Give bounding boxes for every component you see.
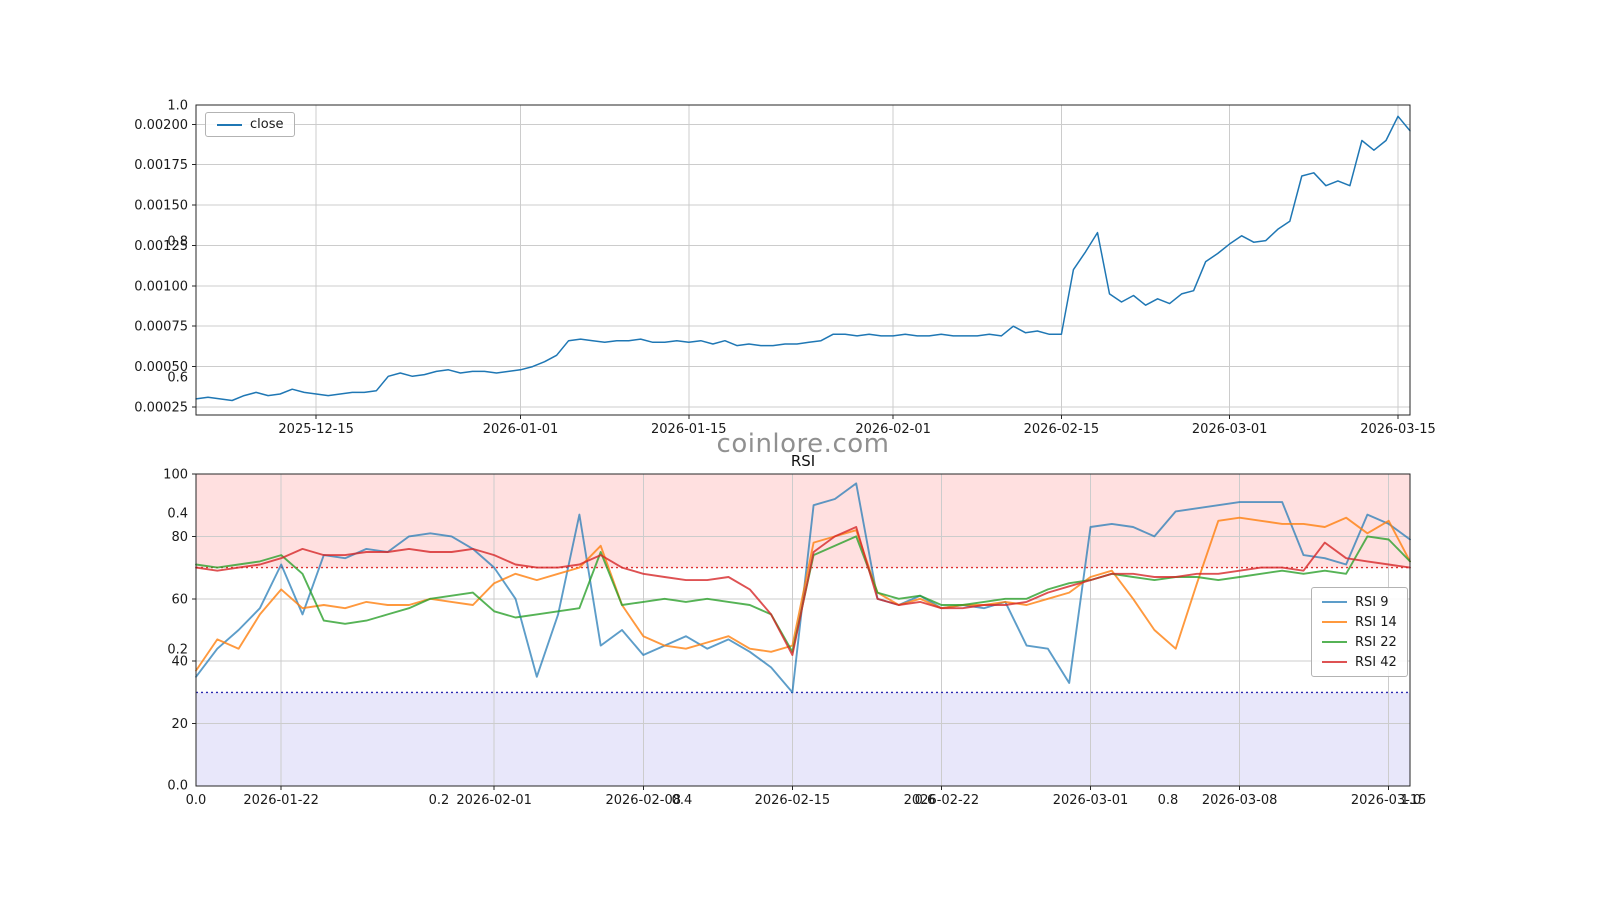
- ghost-ytick-label: 1.0: [167, 99, 188, 114]
- rsi-22-line-sample: [1322, 641, 1347, 643]
- xtick-label: 2026-03-15: [1351, 793, 1427, 808]
- xtick-label: 2026-03-15: [1360, 422, 1436, 437]
- ghost-ytick-label: 0.0: [167, 779, 188, 794]
- rsi-legend: RSI 9 RSI 14 RSI 22 RSI 42: [1311, 587, 1408, 677]
- ghost-ytick-label: 0.8: [167, 235, 188, 250]
- rsi-14-line-sample: [1322, 621, 1347, 623]
- xtick-label: 2026-02-01: [855, 422, 931, 437]
- xtick-label: 2026-03-08: [1202, 793, 1278, 808]
- rsi-legend-label: RSI 42: [1355, 654, 1397, 670]
- xtick-label: 2026-01-01: [483, 422, 559, 437]
- ghost-ytick-label: 0.2: [167, 643, 188, 658]
- rsi-legend-item: RSI 42: [1322, 654, 1397, 670]
- ghost-ytick-label: 0.4: [167, 507, 188, 522]
- xtick-label: 2026-02-15: [1024, 422, 1100, 437]
- xtick-label: 2025-12-15: [278, 422, 354, 437]
- rsi-legend-label: RSI 22: [1355, 634, 1397, 650]
- ghost-ytick-label: 0.6: [167, 371, 188, 386]
- rsi-chart-title: RSI: [790, 452, 816, 470]
- rsi-legend-label: RSI 9: [1355, 594, 1389, 610]
- rsi-legend-item: RSI 22: [1322, 634, 1397, 650]
- ytick-label: 40: [171, 655, 188, 670]
- xtick-label: 2026-01-15: [651, 422, 727, 437]
- ytick-label: 0.00025: [134, 400, 188, 415]
- ytick-label: 0.00175: [134, 158, 188, 173]
- xtick-label: 2026-03-01: [1192, 422, 1268, 437]
- line-close: [195, 115, 1411, 402]
- oversold-zone: [196, 692, 1410, 786]
- ytick-label: 0.00075: [134, 320, 188, 335]
- line-rsi-14: [195, 516, 1411, 672]
- ytick-label: 100: [163, 468, 188, 483]
- ytick-label: 0.00200: [134, 118, 188, 133]
- rsi-9-line-sample: [1322, 601, 1347, 603]
- ghost-xtick-label: 0.8: [1158, 793, 1179, 808]
- ghost-xtick-label: 0.0: [186, 793, 207, 808]
- ytick-label: 0.00050: [134, 360, 188, 375]
- xtick-label: 2026-02-08: [605, 793, 681, 808]
- watermark: coinlore.com: [716, 429, 890, 459]
- ghost-xtick-label: 0.6: [915, 793, 936, 808]
- ytick-label: 0.00100: [134, 279, 188, 294]
- ghost-xtick-label: 0.4: [672, 793, 693, 808]
- ghost-xtick-label: 1.0: [1401, 793, 1422, 808]
- ytick-label: 0.00125: [134, 239, 188, 254]
- xtick-label: 2026-01-22: [243, 793, 319, 808]
- rsi-legend-item: RSI 14: [1322, 614, 1397, 630]
- xtick-label: 2026-03-01: [1053, 793, 1129, 808]
- price-legend-label: close: [250, 117, 284, 132]
- price-legend: close: [205, 112, 296, 137]
- ytick-label: 60: [171, 592, 188, 607]
- overbought-zone: [196, 474, 1410, 568]
- axes-spines: [195, 473, 1411, 787]
- xtick-label: 2026-02-01: [456, 793, 532, 808]
- ghost-xtick-label: 0.2: [429, 793, 450, 808]
- xtick-label: 2026-02-22: [904, 793, 980, 808]
- ytick-label: 0.00150: [134, 199, 188, 214]
- axes-spines: [195, 104, 1411, 416]
- line-rsi-42: [195, 526, 1411, 656]
- rsi-legend-item: RSI 9: [1322, 594, 1397, 610]
- ytick-label: 20: [171, 717, 188, 732]
- ytick-label: 80: [171, 530, 188, 545]
- rsi-42-line-sample: [1322, 661, 1347, 663]
- rsi-legend-label: RSI 14: [1355, 614, 1397, 630]
- xtick-label: 2026-02-15: [755, 793, 831, 808]
- close-line-sample: [217, 123, 242, 126]
